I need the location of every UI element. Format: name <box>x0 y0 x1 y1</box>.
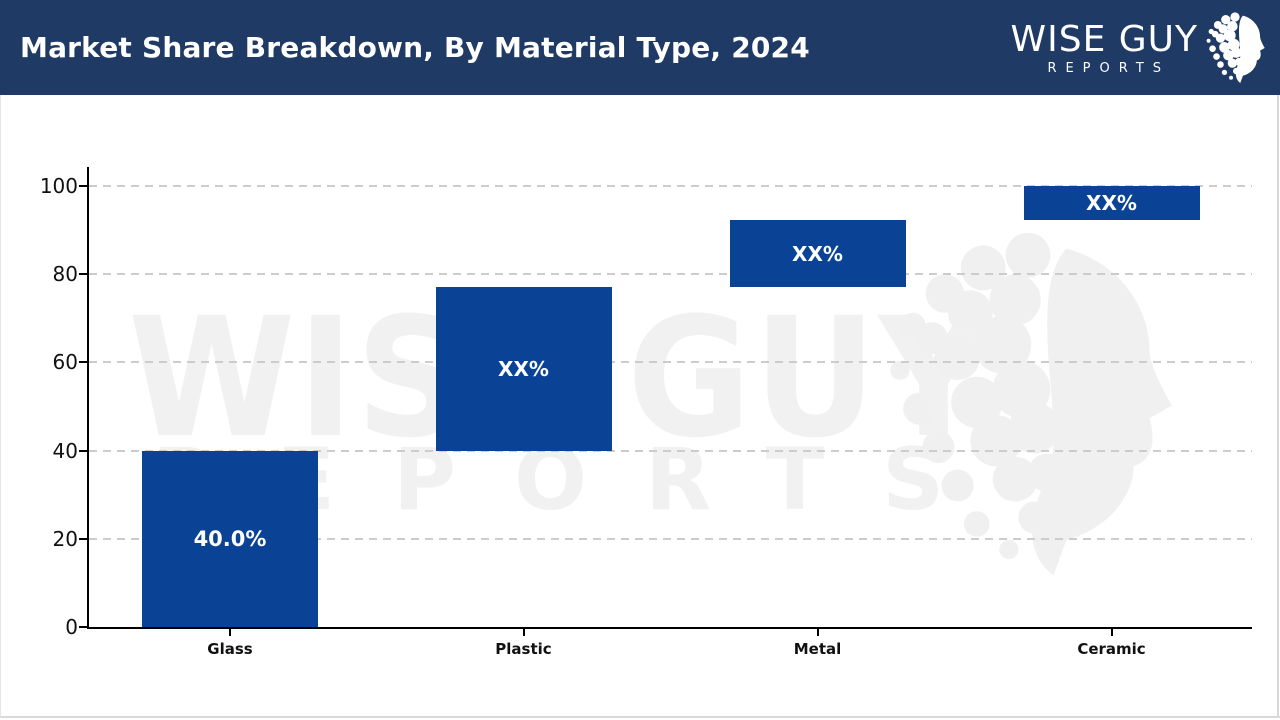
y-tick-label-40: 40 <box>52 438 78 463</box>
y-tick-mark-60 <box>79 361 87 364</box>
y-tick-mark-40 <box>79 449 87 452</box>
x-tick-mark-plastic <box>522 629 525 636</box>
logo-tagline: REPORTS <box>1047 60 1171 76</box>
bar-value-label-ceramic: XX% <box>1086 190 1137 215</box>
x-tick-mark-metal <box>816 629 819 636</box>
header-bar: Market Share Breakdown, By Material Type… <box>0 0 1280 95</box>
image-left-border <box>0 95 1 717</box>
gridline-y80 <box>89 273 1252 276</box>
bar-plastic <box>435 287 612 451</box>
gridline-y100 <box>89 185 1252 187</box>
watermark-head-icon <box>868 218 1188 593</box>
y-tick-label-100: 100 <box>39 174 78 198</box>
gridline-y60 <box>89 361 1252 364</box>
y-tick-mark-80 <box>79 273 87 276</box>
bar-metal <box>729 219 906 288</box>
y-tick-mark-100 <box>79 185 87 187</box>
image-right-border <box>1277 95 1279 717</box>
bar-glass <box>142 450 318 627</box>
y-tick-label-80: 80 <box>52 262 78 287</box>
bar-value-label-metal: XX% <box>792 241 843 266</box>
gridline-y40 <box>89 449 1252 452</box>
bar-value-label-glass: 40.0% <box>193 526 267 551</box>
bar-ceramic <box>1023 186 1200 220</box>
y-tick-mark-20 <box>79 537 87 540</box>
y-tick-label-20: 20 <box>52 526 78 551</box>
chart-title: Market Share Breakdown, By Material Type… <box>20 31 810 64</box>
x-category-label-plastic: Plastic <box>495 640 552 658</box>
logo-name: WISE GUY <box>1010 18 1198 60</box>
x-category-label-glass: Glass <box>207 640 253 658</box>
x-tick-mark-ceramic <box>1110 629 1113 636</box>
image-bottom-border <box>0 716 1280 718</box>
x-axis-spine <box>87 627 1252 629</box>
y-tick-label-60: 60 <box>52 350 78 375</box>
logo-head-icon <box>1202 9 1268 87</box>
logo-text: WISE GUY REPORTS <box>1010 18 1199 76</box>
y-axis-spine <box>87 167 89 628</box>
gridline-y20 <box>89 537 1252 540</box>
x-category-label-ceramic: Ceramic <box>1077 640 1146 658</box>
bar-value-label-plastic: XX% <box>498 357 549 381</box>
x-tick-mark-glass <box>229 629 231 636</box>
y-tick-mark-0 <box>79 626 87 628</box>
x-category-label-metal: Metal <box>793 640 842 658</box>
y-tick-label-0: 0 <box>65 615 78 639</box>
wise-guy-reports-logo: WISE GUY REPORTS <box>1011 7 1269 89</box>
